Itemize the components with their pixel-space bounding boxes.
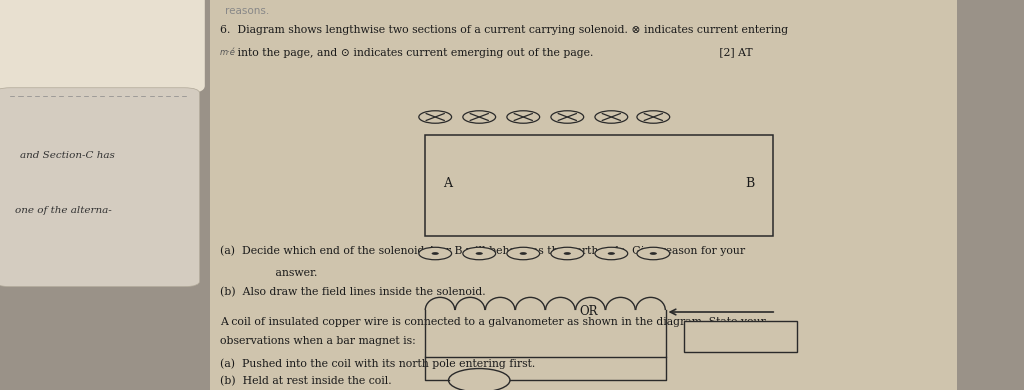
Circle shape <box>419 247 452 260</box>
Bar <box>0 0 215 390</box>
Text: (b)  Also draw the field lines inside the solenoid.: (b) Also draw the field lines inside the… <box>220 287 485 297</box>
Text: G: G <box>475 376 483 385</box>
Text: into the page, and ⊙ indicates current emerging out of the page.                : into the page, and ⊙ indicates current e… <box>220 48 753 58</box>
Text: (a)  Decide which end of the solenoid A or B will behave as the north pole. Give: (a) Decide which end of the solenoid A o… <box>220 246 745 256</box>
Text: A: A <box>443 177 453 190</box>
Text: OR: OR <box>580 305 598 318</box>
Circle shape <box>637 111 670 123</box>
Circle shape <box>649 252 657 255</box>
FancyBboxPatch shape <box>0 0 205 94</box>
Circle shape <box>595 111 628 123</box>
Circle shape <box>551 247 584 260</box>
Circle shape <box>449 369 510 390</box>
Circle shape <box>519 252 527 255</box>
Text: and Section-C has: and Section-C has <box>20 151 116 161</box>
Circle shape <box>463 111 496 123</box>
Bar <box>684 321 797 352</box>
Circle shape <box>595 247 628 260</box>
Circle shape <box>563 252 571 255</box>
Circle shape <box>419 111 452 123</box>
Circle shape <box>607 252 615 255</box>
Text: reasons.: reasons. <box>225 6 269 16</box>
Circle shape <box>475 252 483 255</box>
Bar <box>957 0 1024 390</box>
Circle shape <box>463 247 496 260</box>
Circle shape <box>507 247 540 260</box>
Circle shape <box>507 111 540 123</box>
Text: answer.: answer. <box>251 268 317 278</box>
Text: one of the alterna-: one of the alterna- <box>15 206 112 215</box>
Text: (b)  Held at rest inside the coil.: (b) Held at rest inside the coil. <box>220 376 392 386</box>
Text: (a)  Pushed into the coil with its north pole entering first.: (a) Pushed into the coil with its north … <box>220 358 536 369</box>
Text: 6.  Diagram shows lengthwise two sections of a current carrying solenoid. ⊗ indi: 6. Diagram shows lengthwise two sections… <box>220 25 788 35</box>
Bar <box>210 0 1024 390</box>
Circle shape <box>637 247 670 260</box>
Text: A coil of insulated copper wire is connected to a galvanometer as shown in the d: A coil of insulated copper wire is conne… <box>220 317 766 327</box>
Text: B: B <box>745 177 755 190</box>
Text: m·é: m·é <box>220 48 237 57</box>
Circle shape <box>551 111 584 123</box>
Circle shape <box>431 252 439 255</box>
FancyBboxPatch shape <box>0 88 200 287</box>
Text: N: N <box>735 330 745 343</box>
Text: observations when a bar magnet is:                                              : observations when a bar magnet is: <box>220 336 767 346</box>
Bar <box>425 135 773 236</box>
